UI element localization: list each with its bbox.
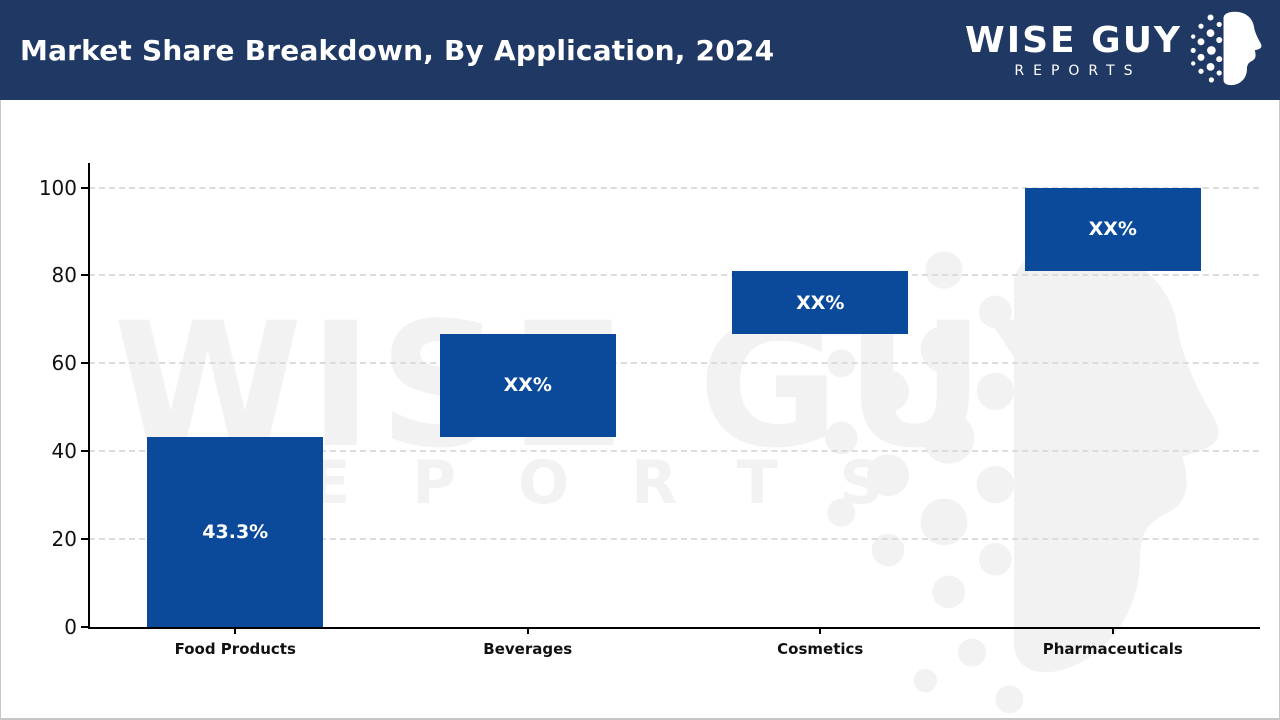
page-title: Market Share Breakdown, By Application, …: [20, 33, 775, 67]
y-axis-tick-label: 0: [64, 615, 77, 639]
bar-value-label: XX%: [503, 374, 552, 397]
gridline-20: [89, 538, 1259, 541]
x-axis-tick-mark: [819, 627, 822, 634]
x-axis-category-label: Food Products: [174, 640, 296, 658]
gridline-80: [89, 274, 1259, 277]
y-axis-tick-mark: [81, 186, 89, 189]
x-axis-tick-mark: [1111, 627, 1114, 634]
bar-value-label: XX%: [1088, 218, 1137, 241]
y-axis-tick-mark: [81, 450, 89, 453]
x-axis-tick-mark: [526, 627, 529, 634]
logo-subtext: REPORTS: [1014, 62, 1142, 79]
waterfall-chart: 0 20 40 60 80 100 43.3% Food Products XX% Beverag…: [1, 100, 1279, 718]
x-axis-category-label: Cosmetics: [777, 640, 864, 658]
bar-pharmaceuticals: XX%: [1024, 187, 1201, 271]
y-axis-tick-mark: [81, 362, 89, 365]
logo-head-icon: [1190, 11, 1262, 86]
logo-text: WISE GUY REPORTS: [964, 19, 1182, 79]
x-axis-tick-mark: [234, 627, 237, 634]
chart-area: WISE GUY REPORTS 0 20 40 60 80 100 43.3% Food P…: [0, 100, 1280, 720]
y-axis-tick-label: 20: [51, 527, 77, 552]
y-axis-tick-mark: [81, 626, 89, 628]
x-axis-category-label: Pharmaceuticals: [1042, 640, 1183, 658]
gridline-100: [89, 186, 1259, 189]
x-axis-line: [88, 627, 1260, 629]
gridline-40: [89, 450, 1259, 453]
bar-cosmetics: XX%: [732, 271, 909, 335]
x-axis-category-label: Beverages: [483, 640, 573, 658]
bar-beverages: XX%: [439, 334, 616, 437]
gridline-60: [89, 362, 1259, 365]
y-axis-tick-mark: [81, 274, 89, 277]
y-axis-tick-label: 100: [38, 175, 77, 200]
bar-food-products: 43.3%: [147, 436, 324, 627]
wise-guy-reports-logo: WISE GUY REPORTS: [965, 5, 1266, 95]
y-axis-tick-label: 80: [51, 263, 77, 288]
y-axis-line: [88, 163, 90, 629]
y-axis-tick-label: 40: [51, 439, 77, 464]
header: Market Share Breakdown, By Application, …: [0, 0, 1280, 100]
bar-value-label: XX%: [796, 291, 845, 314]
logo-wordmark: WISE GUY: [964, 19, 1182, 61]
y-axis-tick-label: 60: [51, 351, 77, 376]
bar-value-label: 43.3%: [202, 520, 269, 543]
y-axis-tick-mark: [81, 538, 89, 541]
